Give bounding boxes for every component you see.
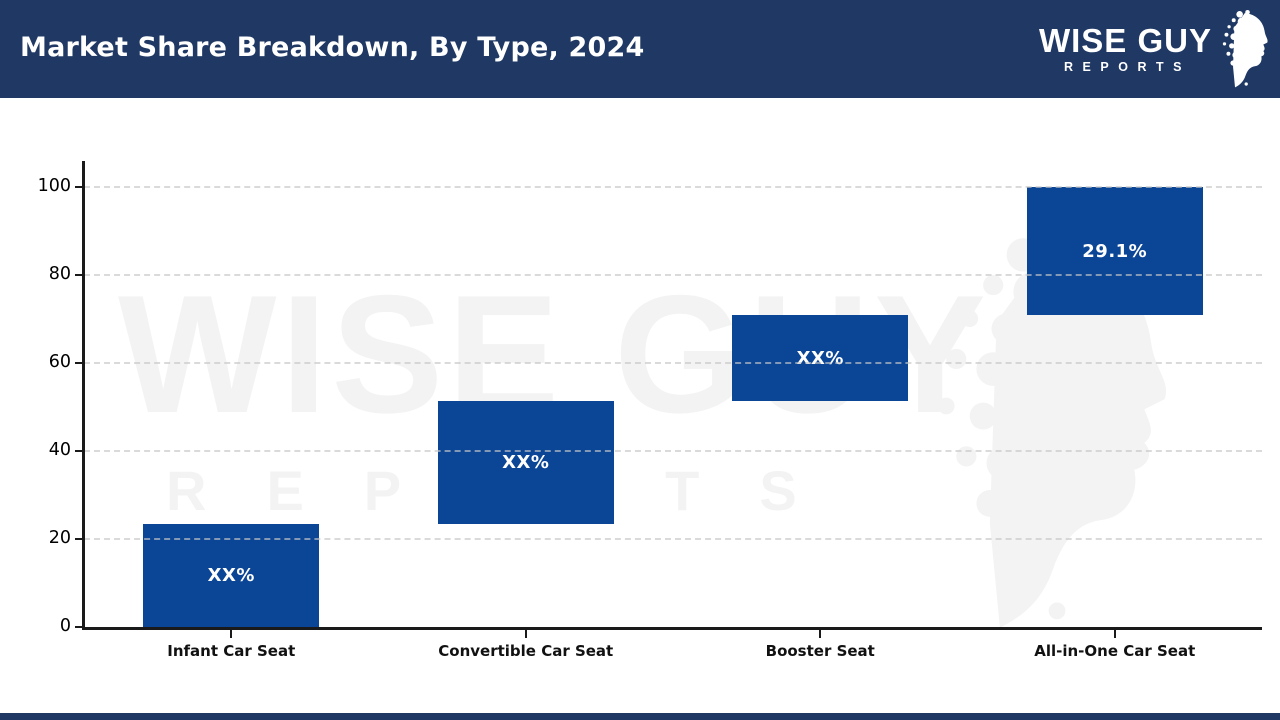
x-axis-category-label: Booster Seat bbox=[765, 642, 875, 660]
logo-subtitle: REPORTS bbox=[1064, 60, 1191, 74]
y-axis-tick-mark bbox=[75, 362, 84, 364]
bar-segment: 29.1% bbox=[1026, 187, 1203, 316]
bar-segment: XX% bbox=[143, 523, 320, 627]
footer-bar bbox=[0, 713, 1280, 720]
x-axis-category-label: All-in-One Car Seat bbox=[1034, 642, 1196, 660]
y-axis-tick-mark bbox=[75, 538, 84, 540]
x-axis-tick-mark bbox=[524, 630, 527, 638]
gridline bbox=[84, 450, 1262, 452]
y-axis-tick-label: 40 bbox=[48, 440, 71, 460]
bar-value-label: 29.1% bbox=[1082, 240, 1148, 262]
header-bar: Market Share Breakdown, By Type, 2024 WI… bbox=[0, 0, 1280, 98]
logo-text: WISE GUY REPORTS bbox=[1039, 24, 1212, 74]
y-axis-tick-mark bbox=[75, 274, 84, 276]
page-title: Market Share Breakdown, By Type, 2024 bbox=[20, 31, 645, 63]
bar-value-label: XX% bbox=[207, 564, 255, 586]
logo-wordmark: WISE GUY bbox=[1038, 22, 1212, 59]
bar-value-label: XX% bbox=[502, 451, 550, 473]
x-axis-line bbox=[82, 627, 1262, 630]
y-axis-tick-label: 60 bbox=[48, 352, 71, 372]
bar-value-label: XX% bbox=[796, 347, 844, 369]
x-axis-category-label: Infant Car Seat bbox=[167, 642, 296, 660]
y-axis-tick-mark bbox=[75, 186, 84, 188]
gridline bbox=[84, 362, 1262, 364]
y-axis-tick-mark bbox=[75, 450, 84, 452]
x-axis-tick-mark bbox=[819, 630, 822, 638]
y-axis-tick-mark bbox=[75, 626, 84, 628]
y-axis-tick-label: 100 bbox=[37, 176, 71, 196]
x-axis-category-label: Convertible Car Seat bbox=[438, 642, 614, 660]
logo-head-icon bbox=[1222, 9, 1268, 87]
bar-segment: XX% bbox=[732, 315, 909, 402]
gridline bbox=[84, 538, 1262, 540]
y-axis-tick-label: 0 bbox=[59, 616, 71, 636]
x-axis-tick-mark bbox=[230, 630, 233, 638]
y-axis-tick-label: 20 bbox=[48, 528, 71, 548]
wise-guy-reports-logo: WISE GUY REPORTS bbox=[1039, 9, 1270, 88]
x-axis-tick-mark bbox=[1113, 630, 1116, 638]
y-axis-tick-label: 80 bbox=[48, 264, 71, 284]
bar-segment: XX% bbox=[437, 401, 614, 524]
y-axis-line bbox=[82, 161, 85, 630]
gridline bbox=[84, 274, 1262, 276]
gridline bbox=[84, 186, 1262, 188]
